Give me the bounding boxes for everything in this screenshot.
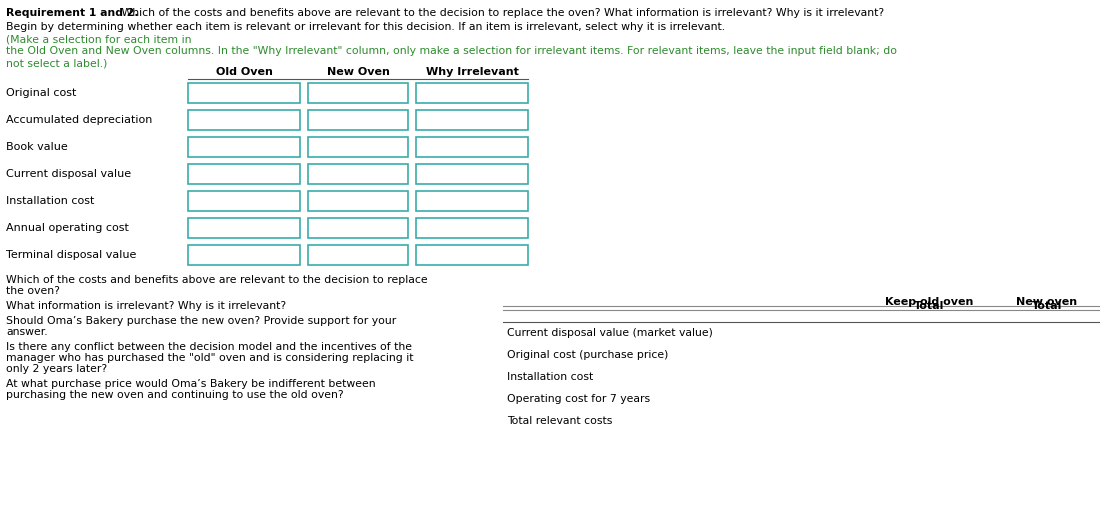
Text: Why Irrelevant: Why Irrelevant	[425, 67, 518, 77]
FancyBboxPatch shape	[188, 83, 300, 103]
FancyBboxPatch shape	[308, 137, 408, 157]
FancyBboxPatch shape	[308, 110, 408, 130]
FancyBboxPatch shape	[416, 218, 528, 238]
Text: Requirement 1 and 2.: Requirement 1 and 2.	[6, 8, 138, 18]
Text: Installation cost: Installation cost	[6, 196, 94, 206]
Text: Which of the costs and benefits above are relevant to the decision to replace: Which of the costs and benefits above ar…	[6, 275, 427, 285]
Text: Book value: Book value	[6, 142, 68, 152]
FancyBboxPatch shape	[308, 164, 408, 184]
FancyBboxPatch shape	[308, 83, 408, 103]
Text: Old Oven: Old Oven	[216, 67, 272, 77]
Text: Terminal disposal value: Terminal disposal value	[6, 250, 136, 260]
FancyBboxPatch shape	[188, 137, 300, 157]
FancyBboxPatch shape	[308, 218, 408, 238]
FancyBboxPatch shape	[188, 110, 300, 130]
Text: purchasing the new oven and continuing to use the old oven?: purchasing the new oven and continuing t…	[6, 390, 343, 400]
Text: Original cost: Original cost	[6, 88, 76, 98]
Text: Current disposal value: Current disposal value	[6, 169, 131, 179]
Text: New oven: New oven	[1016, 297, 1077, 307]
Text: Original cost (purchase price): Original cost (purchase price)	[507, 350, 669, 360]
Text: answer.: answer.	[6, 327, 48, 337]
Text: (Make a selection for each item in: (Make a selection for each item in	[6, 34, 192, 44]
Text: the oven?: the oven?	[6, 287, 60, 296]
Text: Current disposal value (market value): Current disposal value (market value)	[507, 328, 713, 338]
FancyBboxPatch shape	[416, 83, 528, 103]
Text: not select a label.): not select a label.)	[6, 58, 107, 68]
Text: Total: Total	[1032, 301, 1063, 311]
Text: Begin by determining whether each item is relevant or irrelevant for this decisi: Begin by determining whether each item i…	[6, 22, 728, 32]
Text: manager who has purchased the "old" oven and is considering replacing it: manager who has purchased the "old" oven…	[6, 353, 414, 363]
Text: Total relevant costs: Total relevant costs	[507, 416, 612, 426]
Text: New Oven: New Oven	[327, 67, 390, 77]
FancyBboxPatch shape	[416, 191, 528, 211]
FancyBboxPatch shape	[416, 245, 528, 265]
FancyBboxPatch shape	[308, 245, 408, 265]
Text: What information is irrelevant? Why is it irrelevant?: What information is irrelevant? Why is i…	[6, 301, 286, 311]
Text: Is there any conflict between the decision model and the incentives of the: Is there any conflict between the decisi…	[6, 341, 412, 351]
Text: only 2 years later?: only 2 years later?	[6, 364, 107, 374]
FancyBboxPatch shape	[416, 110, 528, 130]
FancyBboxPatch shape	[188, 218, 300, 238]
FancyBboxPatch shape	[308, 191, 408, 211]
FancyBboxPatch shape	[188, 164, 300, 184]
Text: Which of the costs and benefits above are relevant to the decision to replace th: Which of the costs and benefits above ar…	[118, 8, 884, 18]
FancyBboxPatch shape	[188, 245, 300, 265]
Text: Operating cost for 7 years: Operating cost for 7 years	[507, 394, 650, 404]
FancyBboxPatch shape	[416, 137, 528, 157]
FancyBboxPatch shape	[188, 191, 300, 211]
Text: Accumulated depreciation: Accumulated depreciation	[6, 115, 153, 125]
Text: Annual operating cost: Annual operating cost	[6, 223, 128, 233]
Text: Installation cost: Installation cost	[507, 372, 593, 382]
FancyBboxPatch shape	[416, 164, 528, 184]
Text: At what purchase price would Oma’s Bakery be indifferent between: At what purchase price would Oma’s Baker…	[6, 379, 375, 389]
Text: Total: Total	[913, 301, 944, 311]
Text: the Old Oven and New Oven columns. In the "Why Irrelevant" column, only make a s: the Old Oven and New Oven columns. In th…	[6, 46, 897, 56]
Text: Should Oma’s Bakery purchase the new oven? Provide support for your: Should Oma’s Bakery purchase the new ove…	[6, 315, 396, 326]
Text: Keep old oven: Keep old oven	[884, 297, 973, 307]
